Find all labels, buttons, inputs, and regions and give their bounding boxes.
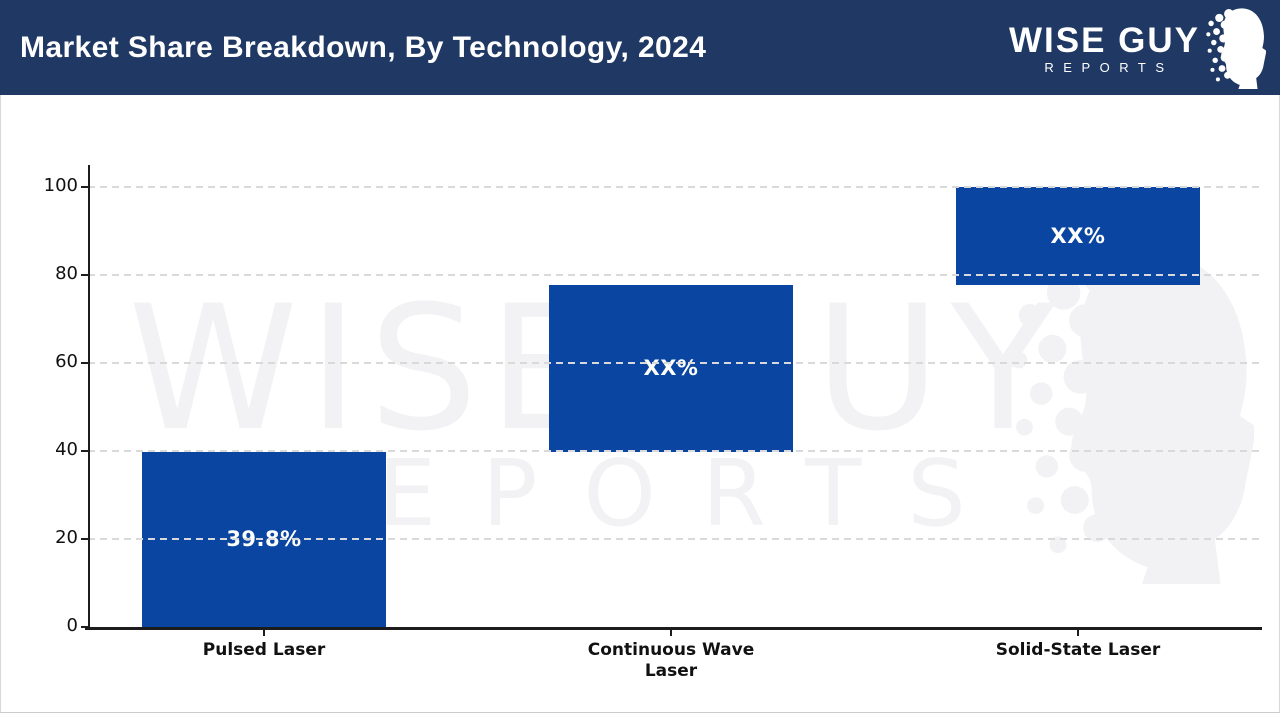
- bar-continuous-wave-laser: XX%: [549, 285, 793, 452]
- y-tick-label-0: 0: [66, 615, 78, 636]
- y-tick-mark-100: [81, 186, 88, 188]
- y-tick-label-80: 80: [55, 263, 78, 284]
- y-tick-label-20: 20: [55, 527, 78, 548]
- x-tick-mark-0: [263, 629, 265, 636]
- bar-value-label: XX%: [643, 356, 699, 381]
- x-axis-line: [85, 627, 1262, 630]
- y-tick-mark-20: [81, 538, 88, 540]
- y-axis-line: [88, 165, 90, 629]
- bottom-divider: [0, 712, 1280, 713]
- y-tick-label-40: 40: [55, 439, 78, 460]
- x-axis-label-2: Solid-State Laser: [995, 640, 1161, 660]
- gridline-40: [88, 450, 1262, 452]
- bar-solid-state-laser: XX%: [956, 187, 1200, 286]
- gridline-60: [88, 362, 1262, 364]
- brand-logo: WISE GUY REPORTS: [1009, 8, 1266, 89]
- y-tick-label-60: 60: [55, 351, 78, 372]
- bar-value-label: XX%: [1050, 224, 1106, 249]
- page-title: Market Share Breakdown, By Technology, 2…: [20, 30, 707, 64]
- gridline-80: [88, 274, 1262, 276]
- logo-wiseguy-text: WISE GUY: [1008, 20, 1200, 60]
- x-axis-label-0: Pulsed Laser: [202, 640, 326, 660]
- x-axis-label-1: Continuous Wave Laser: [587, 640, 755, 682]
- header-bar: Market Share Breakdown, By Technology, 2…: [0, 0, 1280, 95]
- logo-reports-text: REPORTS: [1044, 59, 1174, 75]
- gridline-20: [88, 538, 1262, 540]
- x-tick-mark-2: [1077, 629, 1079, 636]
- logo-face-icon: [1206, 8, 1266, 89]
- y-tick-mark-80: [81, 274, 88, 276]
- y-tick-mark-0: [81, 626, 88, 628]
- x-tick-mark-1: [670, 629, 672, 636]
- gridline-100: [88, 186, 1262, 188]
- y-tick-mark-40: [81, 450, 88, 452]
- y-tick-mark-60: [81, 362, 88, 364]
- y-tick-label-100: 100: [43, 175, 78, 196]
- brand-logo-text: WISE GUY REPORTS: [1009, 23, 1200, 74]
